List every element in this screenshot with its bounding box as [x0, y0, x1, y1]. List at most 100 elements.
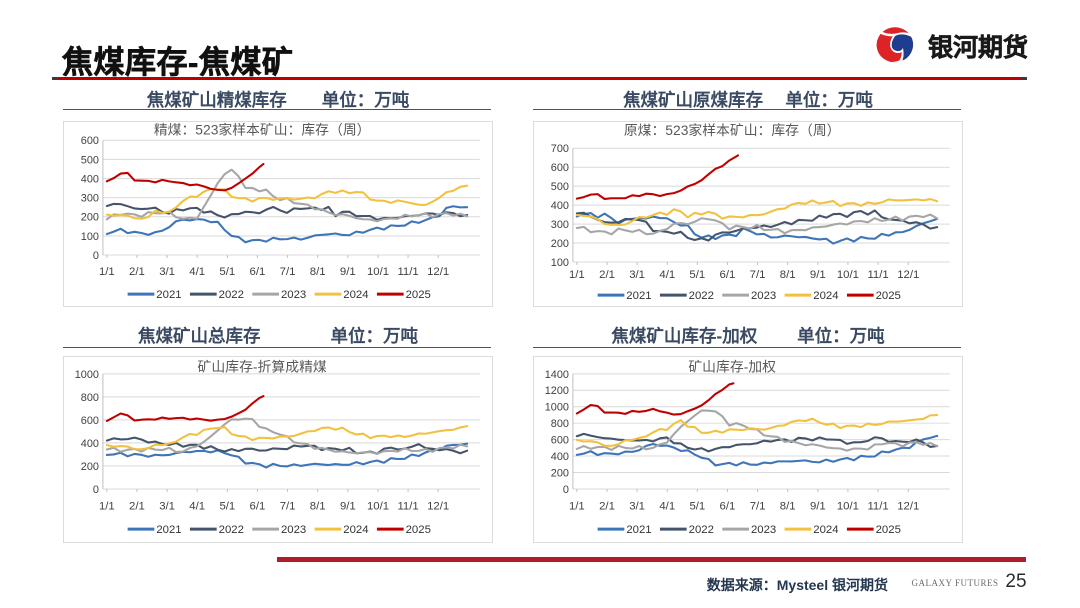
svg-text:2023: 2023 — [281, 524, 306, 536]
svg-text:5/1: 5/1 — [219, 266, 235, 278]
svg-text:1000: 1000 — [545, 402, 569, 414]
svg-text:7/1: 7/1 — [750, 269, 766, 281]
svg-text:2022: 2022 — [219, 524, 244, 536]
svg-text:3/1: 3/1 — [159, 500, 175, 512]
svg-text:11/1: 11/1 — [867, 269, 888, 281]
svg-text:6/1: 6/1 — [250, 266, 266, 278]
svg-text:1400: 1400 — [545, 369, 569, 381]
svg-text:8/1: 8/1 — [780, 269, 796, 281]
svg-text:0: 0 — [563, 484, 569, 496]
svg-text:4/1: 4/1 — [189, 500, 205, 512]
svg-text:7/1: 7/1 — [280, 500, 296, 512]
svg-text:6/1: 6/1 — [250, 500, 266, 512]
svg-text:300: 300 — [81, 193, 99, 205]
svg-text:10/1: 10/1 — [837, 269, 859, 281]
svg-text:1/1: 1/1 — [99, 266, 115, 278]
svg-text:8/1: 8/1 — [310, 266, 326, 278]
svg-text:2023: 2023 — [751, 290, 776, 302]
svg-text:8/1: 8/1 — [310, 500, 326, 512]
svg-text:200: 200 — [551, 468, 569, 480]
svg-text:400: 400 — [551, 200, 569, 212]
svg-text:12/1: 12/1 — [897, 500, 919, 512]
svg-text:6/1: 6/1 — [720, 500, 736, 512]
svg-text:2/1: 2/1 — [129, 500, 145, 512]
svg-text:500: 500 — [81, 154, 99, 166]
svg-text:12/1: 12/1 — [897, 269, 919, 281]
svg-text:400: 400 — [81, 438, 99, 450]
svg-text:0: 0 — [93, 250, 99, 262]
svg-text:2024: 2024 — [343, 524, 368, 536]
svg-text:7/1: 7/1 — [280, 266, 296, 278]
svg-text:1/1: 1/1 — [569, 500, 585, 512]
svg-text:2025: 2025 — [406, 524, 431, 536]
svg-text:2024: 2024 — [343, 289, 368, 301]
svg-text:600: 600 — [81, 415, 99, 427]
svg-text:9/1: 9/1 — [810, 269, 826, 281]
svg-text:400: 400 — [551, 451, 569, 463]
svg-text:2024: 2024 — [813, 290, 838, 302]
svg-text:精煤：523家样本矿山：库存（周）: 精煤：523家样本矿山：库存（周） — [154, 121, 371, 137]
svg-text:1000: 1000 — [75, 369, 99, 381]
svg-text:1200: 1200 — [545, 385, 569, 397]
svg-text:9/1: 9/1 — [340, 500, 356, 512]
svg-text:800: 800 — [81, 392, 99, 404]
svg-text:2023: 2023 — [751, 524, 776, 536]
svg-text:2025: 2025 — [876, 524, 901, 536]
svg-text:2021: 2021 — [156, 524, 181, 536]
svg-text:600: 600 — [551, 435, 569, 447]
svg-text:2022: 2022 — [689, 290, 714, 302]
svg-text:200: 200 — [81, 212, 99, 224]
svg-text:3/1: 3/1 — [629, 500, 645, 512]
svg-text:2021: 2021 — [626, 290, 651, 302]
svg-text:2023: 2023 — [281, 289, 306, 301]
svg-text:11/1: 11/1 — [397, 266, 418, 278]
svg-text:11/1: 11/1 — [397, 500, 418, 512]
svg-text:4/1: 4/1 — [659, 500, 675, 512]
svg-text:200: 200 — [551, 238, 569, 250]
svg-text:100: 100 — [81, 231, 99, 243]
svg-text:2021: 2021 — [626, 524, 651, 536]
svg-text:2/1: 2/1 — [599, 269, 615, 281]
svg-text:2/1: 2/1 — [129, 266, 145, 278]
svg-text:10/1: 10/1 — [367, 500, 389, 512]
svg-text:3/1: 3/1 — [629, 269, 645, 281]
svg-text:5/1: 5/1 — [689, 269, 705, 281]
svg-text:1/1: 1/1 — [569, 269, 585, 281]
svg-text:5/1: 5/1 — [219, 500, 235, 512]
svg-text:9/1: 9/1 — [810, 500, 826, 512]
svg-text:6/1: 6/1 — [720, 269, 736, 281]
svg-text:2022: 2022 — [219, 289, 244, 301]
svg-text:原煤：523家样本矿山：库存（周）: 原煤：523家样本矿山：库存（周） — [624, 122, 841, 138]
svg-text:600: 600 — [551, 162, 569, 174]
svg-text:10/1: 10/1 — [367, 266, 389, 278]
svg-text:8/1: 8/1 — [780, 500, 796, 512]
svg-text:400: 400 — [81, 174, 99, 186]
svg-text:300: 300 — [551, 219, 569, 231]
svg-text:7/1: 7/1 — [750, 500, 766, 512]
svg-text:2024: 2024 — [813, 524, 838, 536]
svg-text:2021: 2021 — [156, 289, 181, 301]
svg-text:1/1: 1/1 — [99, 500, 115, 512]
svg-text:3/1: 3/1 — [159, 266, 175, 278]
svg-text:2/1: 2/1 — [599, 500, 615, 512]
svg-text:4/1: 4/1 — [189, 266, 205, 278]
svg-text:5/1: 5/1 — [689, 500, 705, 512]
svg-text:100: 100 — [551, 257, 569, 269]
svg-text:2025: 2025 — [406, 289, 431, 301]
svg-text:2025: 2025 — [876, 290, 901, 302]
svg-text:0: 0 — [93, 484, 99, 496]
svg-text:12/1: 12/1 — [427, 500, 449, 512]
svg-text:9/1: 9/1 — [340, 266, 356, 278]
svg-text:4/1: 4/1 — [659, 269, 675, 281]
svg-text:2022: 2022 — [689, 524, 714, 536]
svg-text:200: 200 — [81, 461, 99, 473]
svg-text:11/1: 11/1 — [867, 500, 888, 512]
svg-text:500: 500 — [551, 181, 569, 193]
svg-text:10/1: 10/1 — [837, 500, 859, 512]
svg-text:矿山库存-加权: 矿山库存-加权 — [688, 358, 776, 374]
svg-text:700: 700 — [551, 143, 569, 155]
svg-text:矿山库存-折算成精煤: 矿山库存-折算成精煤 — [198, 358, 327, 374]
svg-text:800: 800 — [551, 418, 569, 430]
svg-text:12/1: 12/1 — [427, 266, 449, 278]
svg-text:600: 600 — [81, 135, 99, 147]
